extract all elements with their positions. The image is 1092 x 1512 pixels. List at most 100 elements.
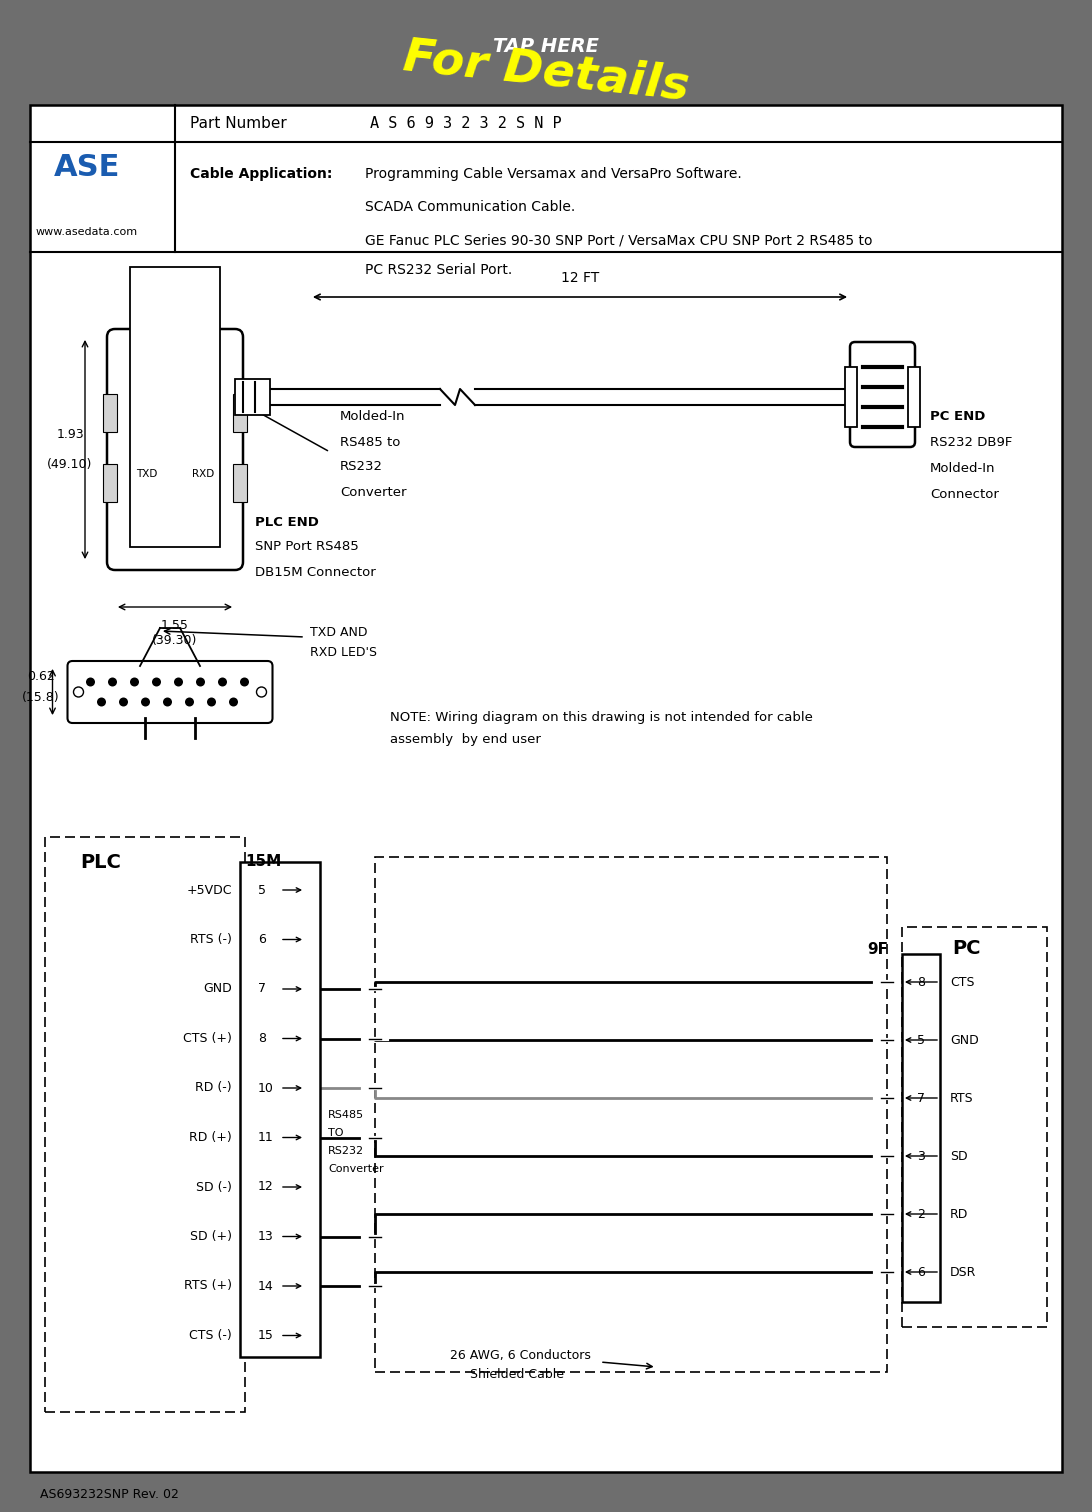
Text: PC: PC [952,939,981,959]
Text: RTS (-): RTS (-) [190,933,232,947]
FancyBboxPatch shape [107,330,244,570]
Text: Converter: Converter [340,485,406,499]
Circle shape [229,697,238,706]
Text: PC RS232 Serial Port.: PC RS232 Serial Port. [365,263,512,277]
Text: TXD: TXD [136,469,157,479]
Text: RD: RD [950,1208,969,1220]
Text: TO: TO [328,1128,344,1139]
Text: RXD: RXD [192,469,214,479]
Text: 7: 7 [917,1092,925,1104]
Text: PLC END: PLC END [256,516,319,529]
Text: assembly  by end user: assembly by end user [390,732,541,745]
Text: 5: 5 [258,883,266,897]
Text: Molded-In: Molded-In [930,463,996,475]
Circle shape [86,677,95,686]
Text: AS693232SNP Rev. 02: AS693232SNP Rev. 02 [40,1488,179,1500]
Text: RXD LED'S: RXD LED'S [310,646,377,659]
Text: RS485: RS485 [328,1110,364,1120]
Text: NOTE: Wiring diagram on this drawing is not intended for cable: NOTE: Wiring diagram on this drawing is … [390,711,812,724]
Text: GND: GND [203,983,232,995]
Bar [375,857,887,1371]
Text: 13: 13 [258,1229,274,1243]
Text: GND: GND [950,1034,978,1046]
Text: 1.55: 1.55 [161,618,189,632]
Bar [240,862,320,1356]
Bar [909,367,919,426]
Text: 8: 8 [258,1033,266,1045]
Text: RS232 DB9F: RS232 DB9F [930,437,1012,449]
Bar [845,367,857,426]
Text: TAP HERE: TAP HERE [492,38,600,56]
Text: 12: 12 [258,1181,274,1193]
Text: 6: 6 [917,1266,925,1279]
Bar [902,927,1047,1328]
Bar [233,395,247,432]
Text: Cable Application:: Cable Application: [190,166,332,181]
Circle shape [141,697,150,706]
Circle shape [207,697,216,706]
Circle shape [218,677,227,686]
Circle shape [185,697,194,706]
Text: 10: 10 [258,1081,274,1095]
Text: 11: 11 [258,1131,274,1145]
Circle shape [195,677,205,686]
Bar [45,838,245,1412]
Text: 26 AWG, 6 Conductors: 26 AWG, 6 Conductors [450,1349,591,1361]
FancyBboxPatch shape [68,661,273,723]
Text: 9F: 9F [867,942,888,957]
Bar [103,464,117,502]
Bar [103,395,117,432]
Text: Molded-In: Molded-In [340,410,405,423]
Circle shape [130,677,139,686]
Text: 0.62: 0.62 [26,670,55,683]
Text: RTS: RTS [950,1092,974,1104]
Bar [130,268,219,547]
Text: RD (-): RD (-) [195,1081,232,1095]
Text: RS485 to: RS485 to [340,435,401,449]
FancyBboxPatch shape [850,342,915,448]
Text: SNP Port RS485: SNP Port RS485 [256,540,359,553]
Text: PLC: PLC [80,853,121,871]
Text: Converter: Converter [328,1164,383,1173]
Text: SD (+): SD (+) [190,1229,232,1243]
Bar [902,954,940,1302]
Circle shape [163,697,173,706]
Text: Connector: Connector [930,488,999,502]
Text: PC END: PC END [930,410,985,423]
Text: (49.10): (49.10) [47,458,93,472]
Text: 2: 2 [917,1208,925,1220]
Text: Programming Cable Versamax and VersaPro Software.: Programming Cable Versamax and VersaPro … [365,166,741,181]
Text: RD (+): RD (+) [189,1131,232,1145]
Text: 5: 5 [917,1034,925,1046]
Bar [235,380,270,414]
Text: CTS: CTS [950,975,974,989]
Text: DB15M Connector: DB15M Connector [256,565,376,579]
Circle shape [174,677,183,686]
Text: +5VDC: +5VDC [187,883,232,897]
Text: www.asedata.com: www.asedata.com [36,227,138,237]
Text: 12 FT: 12 FT [561,271,600,284]
Text: For Details: For Details [401,35,691,109]
Text: 8: 8 [917,975,925,989]
Circle shape [152,677,161,686]
Circle shape [97,697,106,706]
Circle shape [108,677,117,686]
Text: DSR: DSR [950,1266,976,1279]
Text: GE Fanuc PLC Series 90-30 SNP Port / VersaMax CPU SNP Port 2 RS485 to: GE Fanuc PLC Series 90-30 SNP Port / Ver… [365,233,873,246]
Text: 15M: 15M [245,854,282,869]
Text: SD: SD [950,1149,968,1163]
Text: RTS (+): RTS (+) [183,1279,232,1293]
Text: (15.8): (15.8) [22,691,59,703]
Bar [233,464,247,502]
Text: 7: 7 [258,983,266,995]
Text: TXD AND: TXD AND [310,626,368,638]
Text: SCADA Communication Cable.: SCADA Communication Cable. [365,200,575,215]
Text: RS232: RS232 [340,461,383,473]
Text: ASE: ASE [54,153,120,181]
Text: Shielded Cable: Shielded Cable [470,1368,563,1382]
Text: 14: 14 [258,1279,274,1293]
Circle shape [119,697,128,706]
Text: RS232: RS232 [328,1146,364,1157]
Text: 1.93: 1.93 [56,428,84,442]
Text: CTS (-): CTS (-) [189,1329,232,1343]
